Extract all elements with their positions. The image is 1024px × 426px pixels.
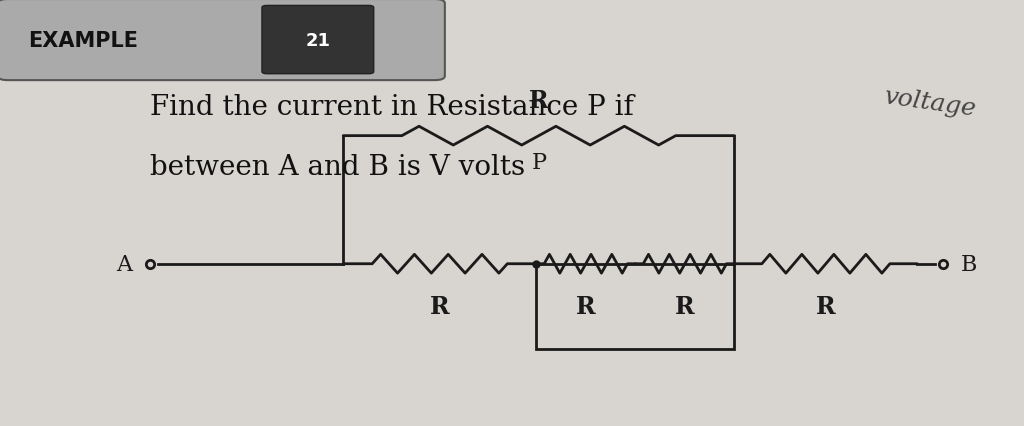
Text: EXAMPLE: EXAMPLE	[29, 31, 138, 50]
Text: R: R	[675, 294, 694, 318]
Text: Find the current in Resistance P if: Find the current in Resistance P if	[151, 94, 643, 121]
FancyBboxPatch shape	[0, 0, 444, 81]
Text: R: R	[816, 294, 836, 318]
Text: voltage: voltage	[882, 85, 977, 121]
Text: between A and B is V volts: between A and B is V volts	[151, 153, 525, 180]
Text: A: A	[116, 253, 132, 275]
Bar	[537, 264, 734, 349]
Text: B: B	[961, 253, 977, 275]
Text: R: R	[529, 89, 549, 113]
Text: 21: 21	[305, 32, 331, 49]
Text: P: P	[531, 151, 547, 173]
FancyBboxPatch shape	[262, 6, 374, 75]
Text: R: R	[577, 294, 596, 318]
Text: R: R	[430, 294, 450, 318]
